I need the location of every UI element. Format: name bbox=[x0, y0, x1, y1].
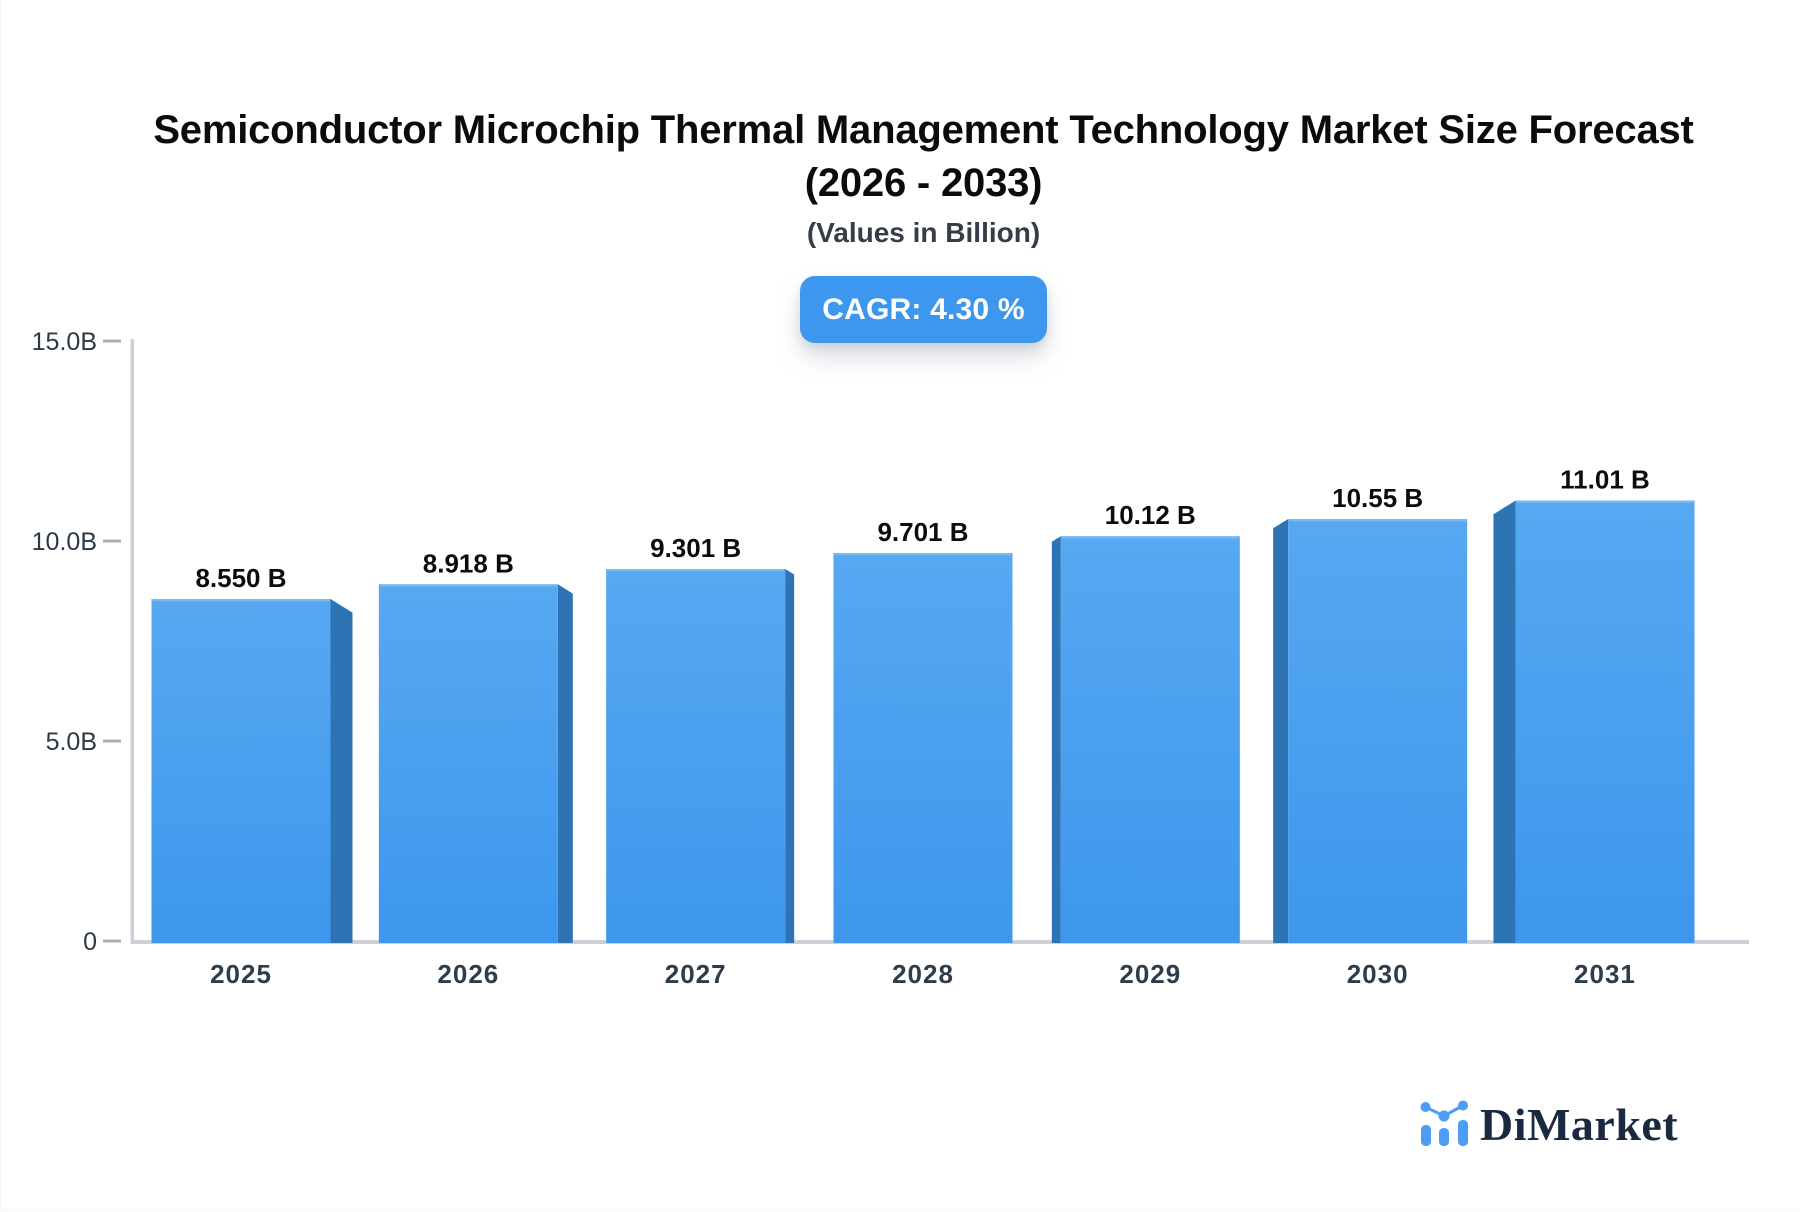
y-axis-label: 0 bbox=[83, 928, 97, 956]
chart-subtitle: (Values in Billion) bbox=[806, 217, 1041, 248]
y-axis-label: 10.0B bbox=[32, 528, 97, 556]
bar-front-face bbox=[1060, 536, 1240, 943]
bar-side-face bbox=[1493, 500, 1516, 943]
chart-title-line1: Semiconductor Microchip Thermal Manageme… bbox=[153, 108, 1694, 152]
bars-layer bbox=[151, 500, 1695, 943]
bar-side-face bbox=[1273, 519, 1289, 943]
bar-front-face bbox=[1288, 519, 1468, 943]
y-axis-tick bbox=[103, 339, 121, 343]
bar-2028 bbox=[833, 552, 1013, 943]
x-axis-label: 2028 bbox=[892, 959, 954, 989]
bar-value-label: 9.701 B bbox=[877, 517, 968, 547]
bar-side-face bbox=[557, 584, 573, 943]
x-axis-label: 2027 bbox=[665, 959, 727, 989]
chart-heading: Semiconductor Microchip Thermal Manageme… bbox=[47, 0, 1800, 343]
bar-side-face bbox=[1051, 536, 1061, 943]
bar-value-label: 8.550 B bbox=[195, 563, 286, 593]
bar-front-face bbox=[833, 552, 1013, 943]
x-axis-label: 2026 bbox=[437, 959, 499, 989]
bar-front-face bbox=[1515, 500, 1695, 943]
chart-title-line2: (2026 - 2033) bbox=[804, 161, 1043, 205]
bar-2027 bbox=[606, 568, 795, 943]
bar-2030 bbox=[1273, 519, 1468, 943]
x-axis-label: 2025 bbox=[210, 959, 272, 989]
logo-wordmark: DiMarket bbox=[1480, 1098, 1679, 1150]
y-axis-tick bbox=[103, 939, 121, 943]
x-axis-label: 2030 bbox=[1347, 959, 1409, 989]
y-axis-line bbox=[130, 339, 134, 944]
bar-value-label: 10.55 B bbox=[1332, 483, 1423, 513]
bar-value-label: 8.918 B bbox=[423, 548, 514, 578]
bar-2031 bbox=[1493, 500, 1695, 943]
bar-chart-logo-icon bbox=[1420, 1100, 1468, 1146]
bar-front-face bbox=[151, 599, 331, 943]
bar-2029 bbox=[1051, 536, 1240, 943]
bar-front-face bbox=[606, 568, 786, 943]
bar-value-label: 9.301 B bbox=[650, 533, 741, 563]
y-axis-label: 5.0B bbox=[46, 728, 97, 756]
y-axis-label: 15.0B bbox=[32, 328, 97, 356]
x-axis-label: 2029 bbox=[1119, 959, 1181, 989]
x-axis-label: 2031 bbox=[1574, 959, 1636, 989]
bar-2026 bbox=[378, 584, 573, 943]
bar-front-face bbox=[378, 584, 558, 943]
labels-layer: 8.550 B 2025 8.918 B 2026 9.301 B 2027 9.701 B… bbox=[195, 465, 1649, 989]
y-axis-tick bbox=[103, 739, 121, 743]
y-axis-tick bbox=[103, 539, 121, 543]
cagr-badge: CAGR: 4.30 % bbox=[800, 276, 1047, 343]
bar-value-label: 11.01 B bbox=[1560, 465, 1650, 495]
bar-2025 bbox=[151, 599, 353, 943]
dimarket-logo: DiMarket bbox=[1419, 1098, 1678, 1150]
bar-side-face bbox=[785, 568, 795, 943]
bar-side-face bbox=[330, 599, 353, 943]
bar-value-label: 10.12 B bbox=[1105, 500, 1196, 530]
